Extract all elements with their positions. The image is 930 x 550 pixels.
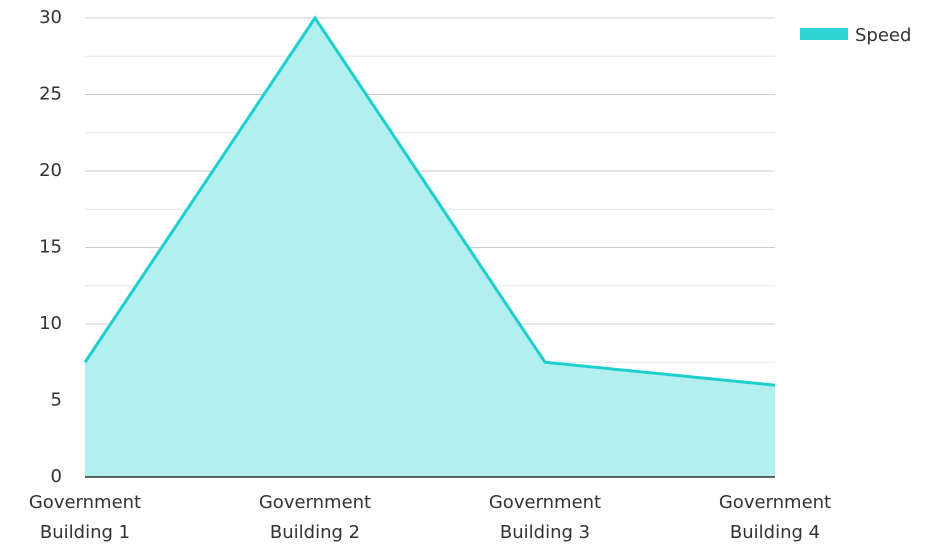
y-tick-label: 15 xyxy=(39,237,62,258)
x-tick-label: Government Building 2 xyxy=(259,492,371,543)
legend-swatch-speed xyxy=(800,28,848,40)
y-tick-label: 20 xyxy=(39,160,62,181)
y-tick-label: 25 xyxy=(39,84,62,105)
y-tick-label: 0 xyxy=(51,466,62,487)
y-axis-ticks: 0 5 10 15 20 25 30 xyxy=(39,7,62,487)
legend[interactable]: Speed xyxy=(800,25,911,46)
x-tick-label: Government Building 3 xyxy=(489,492,601,543)
y-tick-label: 5 xyxy=(51,390,62,411)
legend-label-speed: Speed xyxy=(855,25,911,46)
x-tick-label: Government Building 4 xyxy=(719,492,831,543)
y-tick-label: 30 xyxy=(39,7,62,28)
y-tick-label: 10 xyxy=(39,313,62,334)
x-tick-label: Government Building 1 xyxy=(29,492,141,543)
x-axis-ticks: Government Building 1 Government Building 2… xyxy=(29,492,831,543)
